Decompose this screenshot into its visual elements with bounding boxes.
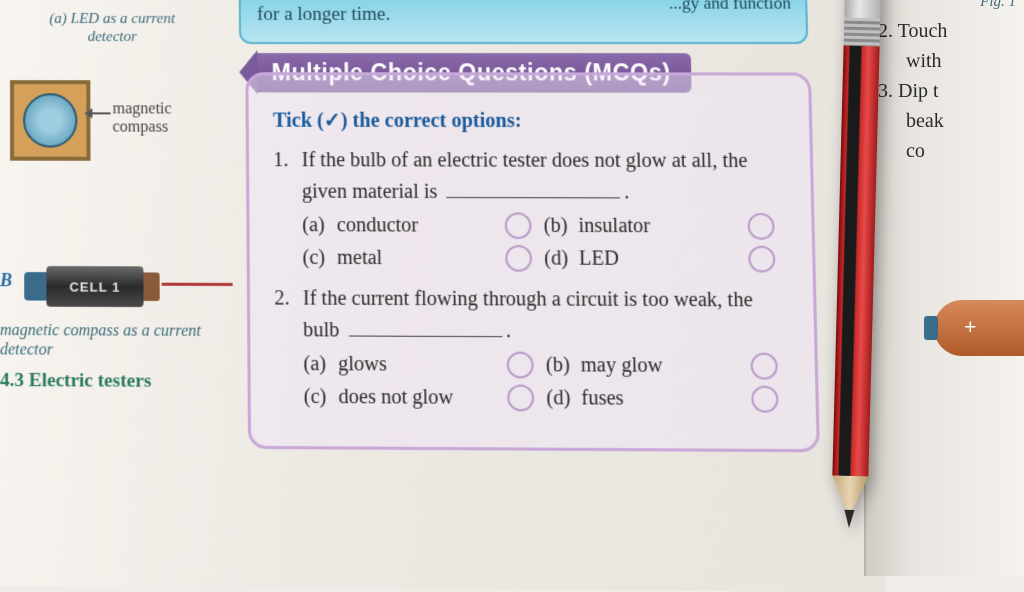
- q1-option-d: (d) LED: [544, 245, 788, 272]
- caption-led-line2: detector: [88, 29, 137, 45]
- q2-option-b-circle[interactable]: [750, 353, 777, 380]
- question-1: 1. If the bulb of an electric tester doe…: [273, 145, 786, 209]
- rp-line: co: [878, 136, 947, 166]
- question-2: 2. If the current flowing through a circ…: [274, 283, 789, 349]
- battery-cell: CELL 1: [24, 262, 166, 311]
- caption-led: (a) LED as a current detector: [4, 10, 221, 46]
- compass-frame: [10, 80, 91, 161]
- pencil-eraser: [844, 0, 881, 19]
- q1-option-c-circle[interactable]: [505, 245, 532, 272]
- compass-pointer-arrow: [90, 112, 110, 114]
- rp-line: with: [878, 46, 947, 76]
- q2-options: (a) glows (b) may glow (c) does not glow…: [303, 351, 791, 413]
- battery-cap-right: [143, 272, 159, 301]
- q1-option-b: (b) insulator: [543, 212, 787, 239]
- q1-option-a-circle[interactable]: [505, 212, 532, 239]
- compass-figure: magnetic compass: [4, 70, 222, 232]
- main-column: for a longer time. ...gy and function Mu…: [239, 0, 863, 592]
- q1-option-a: (a) conductor: [302, 212, 544, 239]
- q1-option-c: (c) metal: [302, 244, 544, 271]
- fragment-right-text: ...gy and function: [669, 0, 791, 14]
- rp-line: 3. Dip t: [878, 76, 947, 106]
- q1-blank: [446, 178, 620, 199]
- previous-box-fragment: for a longer time. ...gy and function: [239, 0, 808, 44]
- q1-option-b-circle[interactable]: [747, 213, 774, 240]
- terminal-b-label: B: [0, 270, 12, 291]
- rp-battery-plus-icon: +: [964, 314, 977, 340]
- tick-instruction: Tick (✓) the correct options:: [273, 108, 785, 134]
- q1-text: If the bulb of an electric tester does n…: [302, 145, 787, 209]
- battery-figure: B CELL 1: [0, 256, 233, 318]
- caption-compass-detector: magnetic compass as a current detector: [0, 321, 223, 361]
- compass-label: magnetic compass: [112, 100, 171, 136]
- section-heading: 4.3 Electric testers: [0, 370, 151, 393]
- rp-line: 2. Touch: [878, 16, 947, 46]
- q2-option-c-circle[interactable]: [507, 384, 534, 411]
- pencil-ferrule: [844, 18, 881, 47]
- fragment-left-text: for a longer time.: [257, 4, 390, 25]
- mcq-box: Tick (✓) the correct options: 1. If the …: [245, 72, 820, 452]
- caption-led-line1: (a) LED as a current: [49, 11, 175, 27]
- rp-text-list: 2. Touch with 3. Dip t beak co: [878, 16, 947, 166]
- q1-options: (a) conductor (b) insulator (c) metal (d…: [302, 212, 788, 273]
- rp-figure-caption: Fig. 1: [980, 0, 1016, 11]
- q2-option-a-circle[interactable]: [507, 352, 534, 379]
- pencil-tip: [844, 510, 854, 528]
- battery-wire: [162, 283, 233, 286]
- q2-option-d: (d) fuses: [546, 385, 791, 413]
- q2-option-c: (c) does not glow: [304, 383, 547, 411]
- battery-body: CELL 1: [46, 266, 143, 307]
- q2-option-b: (b) may glow: [546, 352, 791, 380]
- adjacent-page: Fig. 1 2. Touch with 3. Dip t beak co +: [864, 0, 1024, 576]
- rp-battery-figure: +: [934, 300, 1024, 356]
- q1-option-d-circle[interactable]: [748, 246, 775, 273]
- q2-text: If the current flowing through a circuit…: [303, 283, 790, 349]
- q2-option-d-circle[interactable]: [751, 386, 778, 413]
- rp-battery-cap: [924, 316, 938, 340]
- compass-dial: [23, 93, 77, 147]
- rp-line: beak: [878, 106, 947, 136]
- battery-cap-left: [24, 272, 46, 301]
- q2-blank: [348, 316, 502, 337]
- textbook-page: (a) LED as a current detector magnetic c…: [0, 0, 886, 592]
- q1-number: 1.: [273, 145, 302, 208]
- q2-number: 2.: [274, 283, 303, 346]
- q2-option-a: (a) glows: [303, 351, 546, 379]
